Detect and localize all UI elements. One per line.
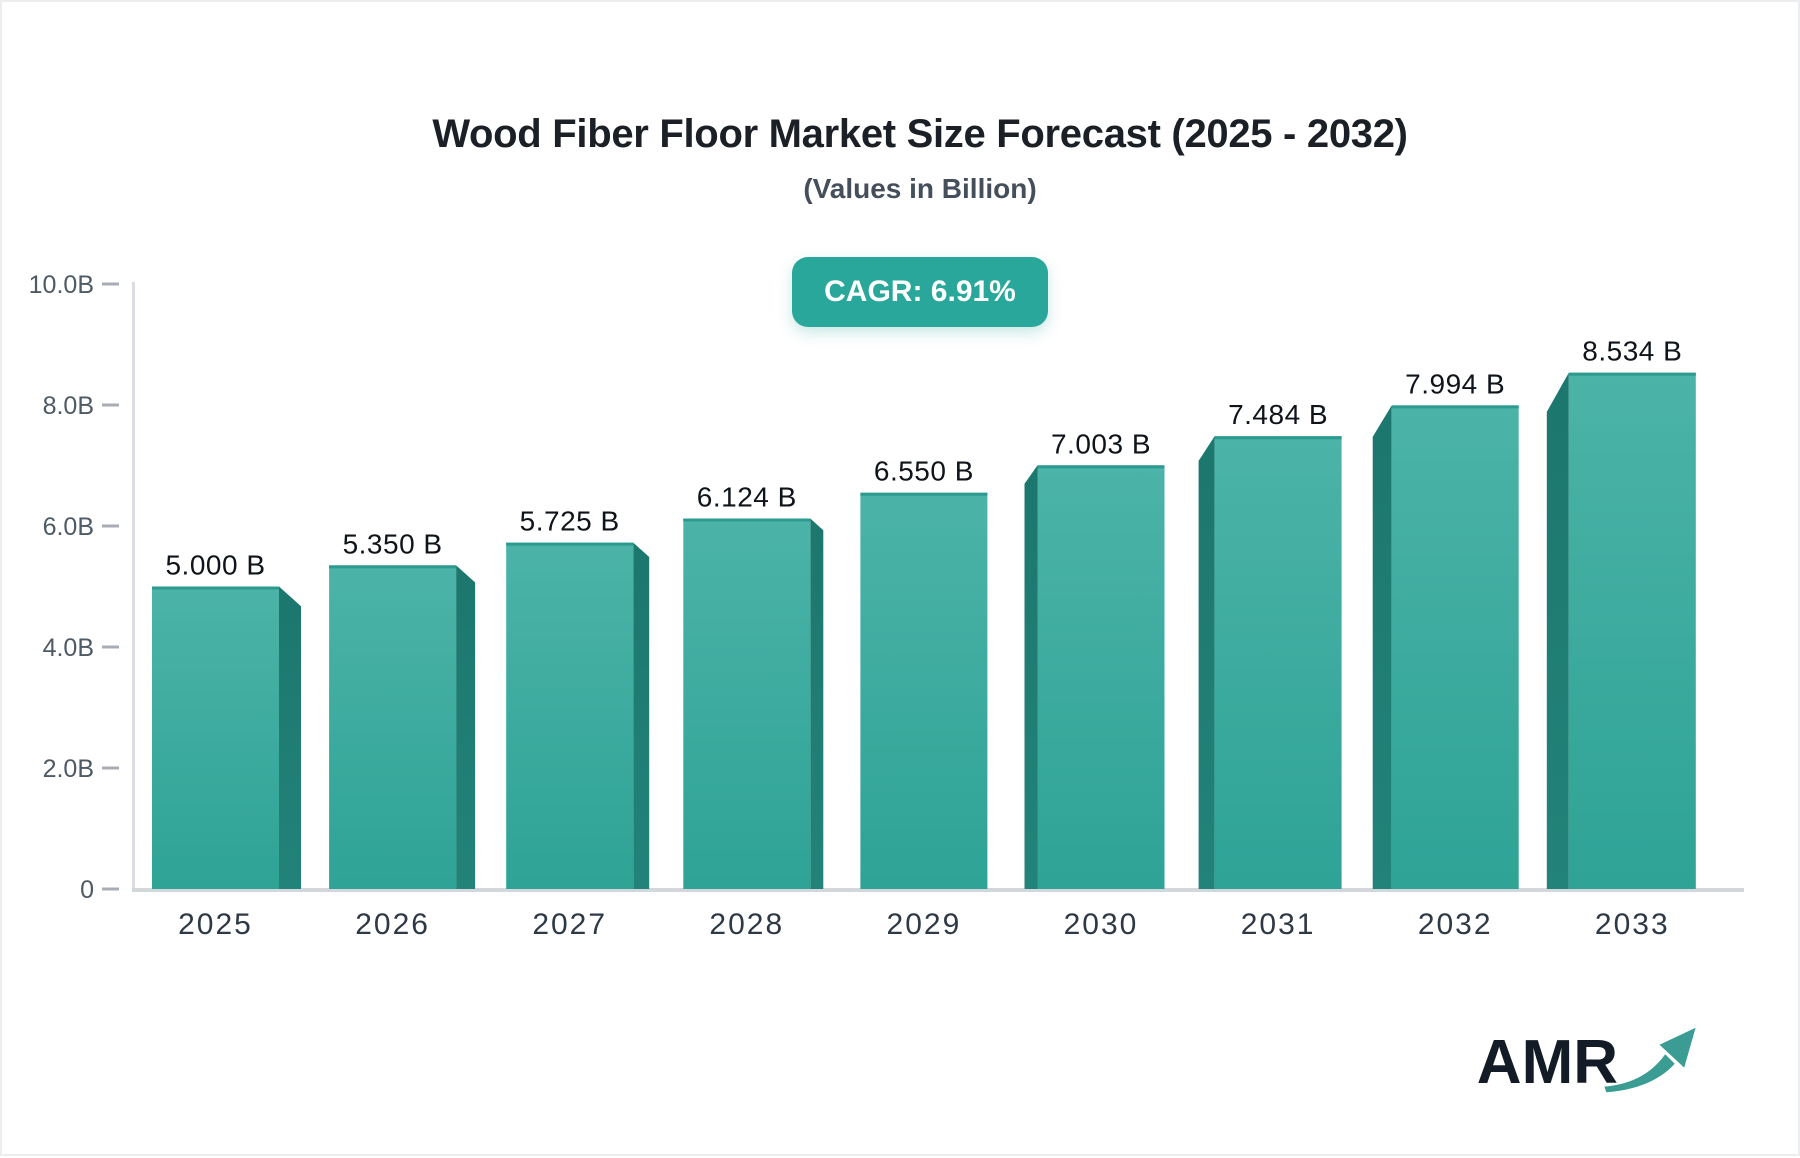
x-axis-label: 2028: [709, 908, 784, 941]
bar-value-label: 7.994 B: [1405, 368, 1505, 399]
y-axis-label: 10.0B: [29, 271, 94, 299]
y-axis-label: 6.0B: [43, 513, 94, 541]
bar-side-3d[interactable]: [1546, 372, 1569, 889]
bar-group[interactable]: 8.534 B 2033: [1546, 336, 1696, 941]
y-axis-label: 0: [80, 876, 94, 904]
amr-logo: AMR: [1476, 1027, 1698, 1098]
bar-value-label: 8.534 B: [1582, 336, 1682, 367]
bar-group[interactable]: 5.350 B 2026: [329, 528, 476, 941]
x-axis-line: [132, 888, 1744, 892]
y-axis-label: 8.0B: [43, 392, 94, 420]
bar-group[interactable]: 6.124 B 2028: [683, 481, 824, 941]
growth-arrow-icon: [1604, 1027, 1696, 1093]
bar-group[interactable]: 6.550 B 2029: [860, 456, 988, 941]
x-axis-label: 2032: [1418, 908, 1493, 941]
bar-face[interactable]: [1214, 436, 1342, 889]
bar-value-label: 6.550 B: [874, 456, 974, 487]
bar-side-3d[interactable]: [279, 586, 301, 890]
bar-side-3d[interactable]: [633, 542, 650, 889]
bar-top-edge: [506, 542, 634, 546]
amr-logo-text: AMR: [1476, 1028, 1618, 1097]
bar-value-label: 7.003 B: [1051, 428, 1151, 459]
y-axis-line: [132, 282, 135, 891]
bar-face[interactable]: [152, 586, 279, 890]
bar-side-3d[interactable]: [1024, 465, 1038, 889]
x-axis-label: 2033: [1595, 908, 1670, 941]
bar-face[interactable]: [1391, 405, 1519, 889]
bar-value-label: 6.124 B: [697, 481, 797, 512]
bar-top-edge: [1391, 405, 1519, 409]
y-axis-tick: [102, 282, 119, 286]
bar-top-edge: [152, 586, 279, 590]
chart-subtitle: (Values in Billion): [803, 173, 1037, 204]
bar-group[interactable]: 5.000 B 2025: [152, 550, 301, 942]
cagr-badge: CAGR: 6.91%: [792, 257, 1048, 327]
bar-side-3d[interactable]: [456, 565, 476, 889]
bar-side-3d[interactable]: [1372, 405, 1392, 889]
bar-top-edge: [1568, 372, 1696, 376]
y-axis-label: 2.0B: [43, 755, 94, 783]
bar-group[interactable]: 5.725 B 2027: [506, 506, 650, 941]
bar-top-edge: [1037, 465, 1165, 469]
chart-header: Wood Fiber Floor Market Size Forecast (2…: [22, 2, 1800, 327]
chart-title: Wood Fiber Floor Market Size Forecast (2…: [432, 112, 1408, 156]
bar-top-edge: [683, 518, 811, 522]
bar-value-label: 5.350 B: [343, 528, 443, 559]
bar-group[interactable]: 7.003 B 2030: [1024, 428, 1165, 941]
bar-value-label: 5.000 B: [165, 550, 265, 581]
x-axis-label: 2025: [178, 908, 253, 941]
bar-face[interactable]: [506, 542, 634, 889]
y-axis-tick: [102, 766, 119, 770]
y-axis-tick: [102, 403, 119, 407]
y-axis-tick: [102, 887, 119, 891]
y-axis-tick: [102, 645, 119, 649]
x-axis-label: 2030: [1064, 908, 1139, 941]
bar-value-label: 5.725 B: [520, 506, 620, 537]
x-axis-label: 2031: [1241, 908, 1316, 941]
bar-value-label: 7.484 B: [1228, 399, 1328, 430]
bar-face[interactable]: [329, 565, 457, 889]
x-axis-label: 2029: [887, 908, 962, 941]
x-axis-label: 2026: [355, 908, 430, 941]
bar-face[interactable]: [860, 492, 988, 889]
x-axis-label: 2027: [532, 908, 607, 941]
y-axis-tick: [102, 524, 119, 528]
y-axis-label: 4.0B: [43, 634, 94, 662]
bar-group[interactable]: 7.484 B 2031: [1198, 399, 1342, 941]
bar-top-edge: [329, 565, 457, 569]
bar-side-3d[interactable]: [810, 518, 824, 889]
bar-top-edge: [860, 492, 988, 496]
bar-side-3d[interactable]: [1198, 436, 1215, 889]
bar-group[interactable]: 7.994 B 2032: [1372, 368, 1519, 941]
bar-face[interactable]: [683, 518, 811, 889]
bar-top-edge: [1214, 436, 1342, 440]
bar-face[interactable]: [1037, 465, 1165, 889]
bar-face[interactable]: [1568, 372, 1696, 889]
